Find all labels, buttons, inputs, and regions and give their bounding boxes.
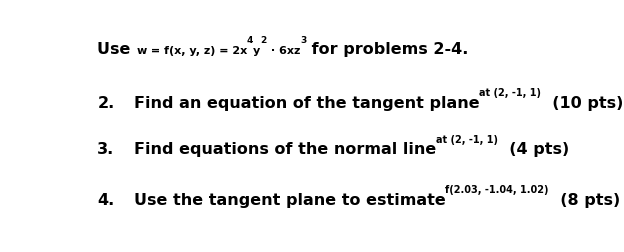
Text: y: y xyxy=(253,46,260,55)
Text: 4.: 4. xyxy=(97,193,115,208)
Text: 3: 3 xyxy=(300,36,306,45)
Text: at (2, -1, 1): at (2, -1, 1) xyxy=(436,135,498,145)
Text: 2.: 2. xyxy=(97,96,115,111)
Text: · 6xz: · 6xz xyxy=(266,46,300,55)
Text: 2: 2 xyxy=(260,36,266,45)
Text: (10 pts): (10 pts) xyxy=(541,96,623,111)
Text: f(2.03, -1.04, 1.02): f(2.03, -1.04, 1.02) xyxy=(446,185,549,195)
Text: at (2, -1, 1): at (2, -1, 1) xyxy=(479,88,541,98)
Text: Use: Use xyxy=(97,42,136,56)
Text: 4: 4 xyxy=(247,36,253,45)
Text: Use the tangent plane to estimate: Use the tangent plane to estimate xyxy=(134,193,446,208)
Text: Find equations of the normal line: Find equations of the normal line xyxy=(134,142,436,158)
Text: w: w xyxy=(137,46,147,55)
Text: for problems 2-4.: for problems 2-4. xyxy=(306,42,469,56)
Text: Find an equation of the tangent plane: Find an equation of the tangent plane xyxy=(134,96,479,111)
Text: 3.: 3. xyxy=(97,142,115,158)
Text: (8 pts): (8 pts) xyxy=(549,193,620,208)
Text: = f(x, y, z) = 2x: = f(x, y, z) = 2x xyxy=(147,46,247,55)
Text: (4 pts): (4 pts) xyxy=(498,142,569,158)
